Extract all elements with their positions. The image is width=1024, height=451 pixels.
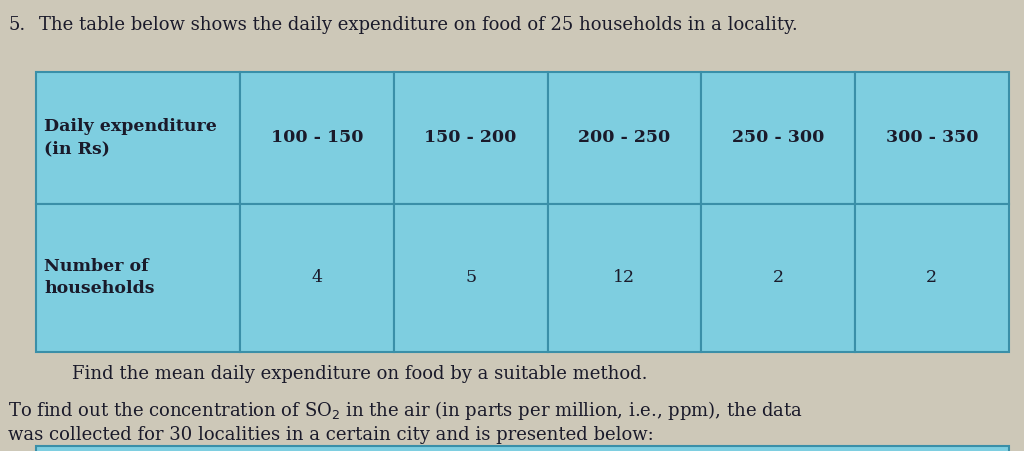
- Text: 5.: 5.: [8, 16, 26, 34]
- Bar: [701, 72, 855, 203]
- Text: Number of
households: Number of households: [44, 258, 155, 297]
- Text: 2: 2: [927, 269, 937, 286]
- Text: 12: 12: [613, 269, 636, 286]
- Text: 250 - 300: 250 - 300: [732, 129, 824, 147]
- Bar: [701, 203, 855, 352]
- Text: To find out the concentration of SO$_2$ in the air (in parts per million, i.e., : To find out the concentration of SO$_2$ …: [8, 399, 803, 422]
- Bar: [36, 203, 240, 352]
- Bar: [548, 203, 701, 352]
- Text: 150 - 200: 150 - 200: [425, 129, 517, 147]
- Bar: [548, 72, 701, 203]
- Text: was collected for 30 localities in a certain city and is presented below:: was collected for 30 localities in a cer…: [8, 426, 654, 444]
- Bar: [36, 72, 240, 203]
- Bar: [394, 203, 548, 352]
- Text: The table below shows the daily expenditure on food of 25 households in a locali: The table below shows the daily expendit…: [39, 16, 798, 34]
- Text: 2: 2: [772, 269, 783, 286]
- Text: 4: 4: [311, 269, 323, 286]
- Text: Daily expenditure
(in Rs): Daily expenditure (in Rs): [44, 118, 217, 157]
- Bar: [855, 72, 1009, 203]
- Bar: [36, 446, 1009, 451]
- Text: 300 - 350: 300 - 350: [886, 129, 978, 147]
- Bar: [240, 203, 394, 352]
- Text: 200 - 250: 200 - 250: [579, 129, 671, 147]
- Bar: [240, 72, 394, 203]
- Bar: [394, 72, 548, 203]
- Bar: [855, 203, 1009, 352]
- Text: 5: 5: [465, 269, 476, 286]
- Text: Find the mean daily expenditure on food by a suitable method.: Find the mean daily expenditure on food …: [72, 365, 647, 383]
- Text: 100 - 150: 100 - 150: [270, 129, 364, 147]
